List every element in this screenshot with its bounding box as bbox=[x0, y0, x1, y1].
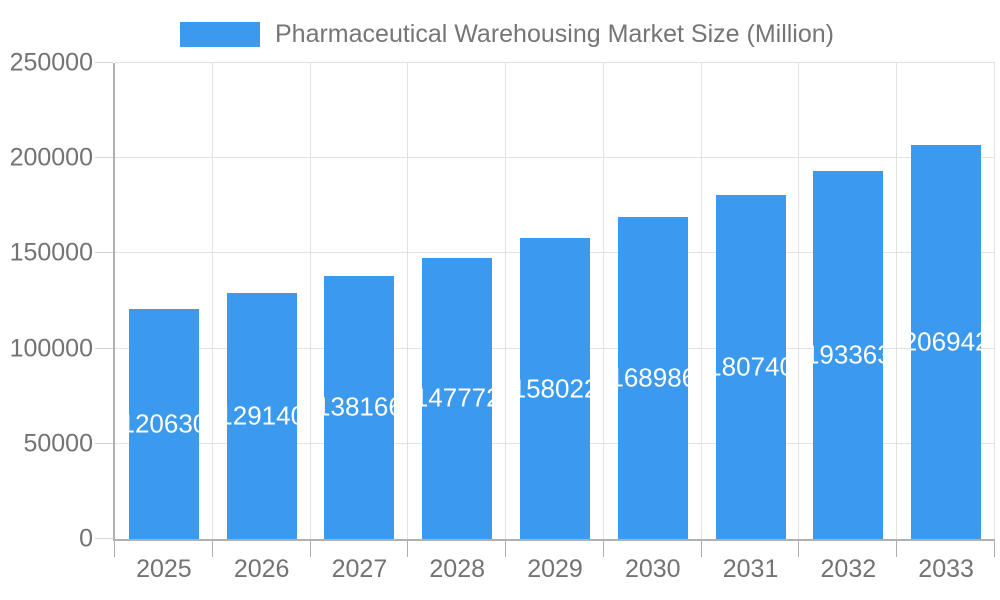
y-axis-labels: 0 50000 100000 150000 200000 250000 bbox=[0, 49, 93, 553]
bar-value-label: 180740 bbox=[716, 351, 786, 382]
grid-line-vertical bbox=[309, 63, 311, 539]
bar-2031[interactable]: 180740 bbox=[715, 194, 786, 539]
grid-line-horizontal bbox=[115, 157, 995, 159]
y-axis-tick-label: 200000 bbox=[9, 143, 93, 172]
y-axis-tick bbox=[95, 252, 113, 254]
grid-line-horizontal bbox=[115, 62, 995, 63]
x-axis-tick bbox=[798, 541, 800, 557]
grid-line-vertical bbox=[602, 63, 604, 539]
bar-2027[interactable]: 138166 bbox=[324, 275, 395, 539]
bar-value-label: 147772 bbox=[422, 382, 492, 413]
x-axis-label-2032: 2032 bbox=[820, 555, 877, 583]
grid-line-vertical bbox=[798, 63, 800, 539]
legend-label: Pharmaceutical Warehousing Market Size (… bbox=[275, 20, 834, 48]
x-axis-label-2026: 2026 bbox=[233, 555, 290, 583]
x-axis-label-2033: 2033 bbox=[918, 555, 974, 583]
bar-2026[interactable]: 129140 bbox=[226, 293, 297, 539]
y-axis-tick bbox=[95, 347, 113, 349]
bar-value-label: 168986 bbox=[618, 362, 688, 393]
bar-value-label: 206942 bbox=[911, 326, 981, 357]
bar-value-label: 158022 bbox=[520, 373, 590, 404]
x-axis-line bbox=[113, 539, 995, 541]
x-axis-tick bbox=[309, 541, 311, 557]
x-axis-label-2029: 2029 bbox=[527, 555, 583, 583]
grid-line-vertical bbox=[211, 63, 213, 539]
x-axis-label-2025: 2025 bbox=[136, 555, 192, 583]
y-axis-tick-label: 250000 bbox=[9, 48, 93, 77]
grid-line-vertical bbox=[700, 63, 702, 539]
y-axis-tick-label: 150000 bbox=[9, 238, 93, 267]
y-axis-tick bbox=[95, 157, 113, 159]
x-axis-tick bbox=[602, 541, 604, 557]
y-axis-tick bbox=[95, 442, 113, 444]
y-axis-tick bbox=[95, 62, 113, 63]
x-axis-tick bbox=[700, 541, 702, 557]
y-axis-tick bbox=[95, 538, 113, 539]
grid-line-vertical bbox=[505, 63, 507, 539]
bar-value-label: 120630 bbox=[129, 408, 199, 439]
x-axis-label-2028: 2028 bbox=[429, 555, 486, 583]
bar-2030[interactable]: 168986 bbox=[617, 217, 688, 539]
grid-line-vertical bbox=[896, 63, 898, 539]
y-axis-line bbox=[113, 63, 115, 541]
bar-2025[interactable]: 120630 bbox=[128, 309, 199, 539]
bar-2032[interactable]: 193363 bbox=[813, 170, 884, 539]
plot-area: 120630 129140 138166 147772 158022 168986 1807… bbox=[95, 62, 995, 557]
x-axis-label-2031: 2031 bbox=[722, 555, 779, 583]
x-axis-label-2030: 2030 bbox=[624, 555, 681, 583]
bar-value-label: 129140 bbox=[227, 400, 297, 431]
x-axis-tick bbox=[114, 541, 115, 557]
grid-line-vertical bbox=[994, 63, 995, 539]
bar-value-label: 193363 bbox=[813, 339, 883, 370]
x-axis-tick bbox=[505, 541, 507, 557]
y-axis-tick-label: 50000 bbox=[23, 429, 93, 458]
x-axis-tick bbox=[994, 541, 995, 557]
bar-value-label: 138166 bbox=[324, 391, 394, 422]
y-axis-tick-label: 100000 bbox=[9, 334, 93, 363]
x-axis-tick bbox=[896, 541, 898, 557]
grid-line-vertical bbox=[407, 63, 409, 539]
bar-2029[interactable]: 158022 bbox=[520, 238, 590, 539]
x-axis-label-2027: 2027 bbox=[331, 555, 388, 583]
legend[interactable]: Pharmaceutical Warehousing Market Size (… bbox=[180, 20, 834, 49]
x-axis-tick bbox=[407, 541, 409, 557]
bar-2033[interactable]: 206942 bbox=[911, 144, 982, 539]
legend-swatch[interactable] bbox=[180, 22, 260, 47]
x-axis-tick bbox=[211, 541, 213, 557]
bar-2028[interactable]: 147772 bbox=[422, 257, 493, 539]
x-axis-labels: 2025 2026 2027 2028 2029 2030 2031 2032 2033 bbox=[115, 554, 995, 590]
y-axis-tick-label: 0 bbox=[79, 524, 93, 553]
